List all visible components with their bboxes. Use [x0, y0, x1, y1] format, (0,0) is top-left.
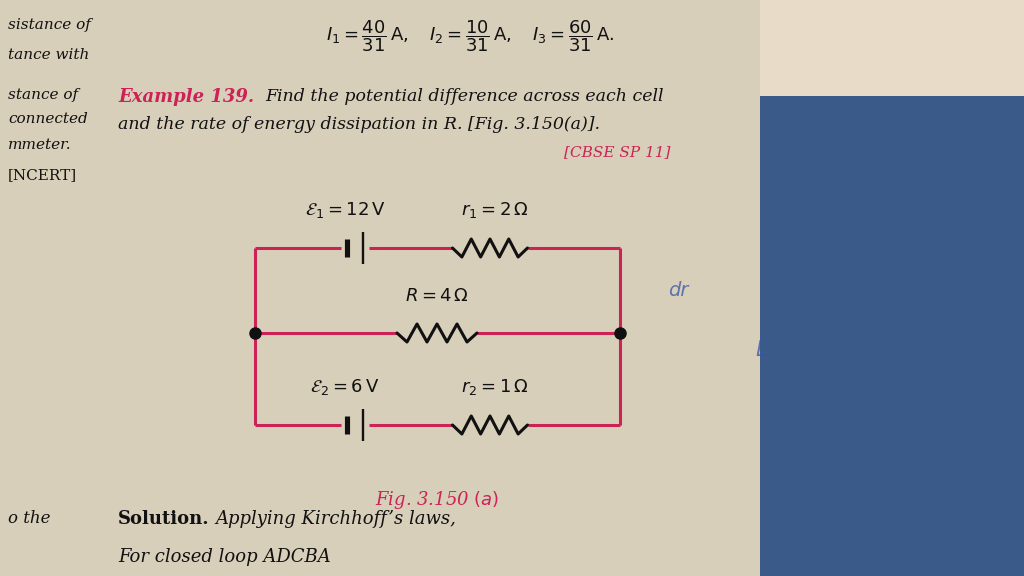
Bar — [760, 0, 1024, 576]
Text: [CBSE SP 11]: [CBSE SP 11] — [563, 145, 670, 159]
Text: o the: o the — [8, 510, 50, 527]
Bar — [0, 0, 760, 576]
Text: $\mathcal{E}_1=12\,\mathrm{V}$: $\mathcal{E}_1=12\,\mathrm{V}$ — [304, 200, 385, 220]
Text: and the rate of energy dissipation in R. [Fig. 3.150(a)].: and the rate of energy dissipation in R.… — [118, 116, 600, 133]
Text: mmeter.: mmeter. — [8, 138, 72, 152]
Text: $r_1=2\,\Omega$: $r_1=2\,\Omega$ — [461, 200, 528, 220]
Text: $I_1=\dfrac{40}{31}\,\mathrm{A},\quad I_2=\dfrac{10}{31}\,\mathrm{A},\quad I_3=\: $I_1=\dfrac{40}{31}\,\mathrm{A},\quad I_… — [326, 18, 614, 54]
Text: connected: connected — [8, 112, 88, 126]
Text: Find the potential difference across each cell: Find the potential difference across eac… — [265, 88, 664, 105]
Text: $R=4\,\Omega$: $R=4\,\Omega$ — [406, 287, 469, 305]
Text: Fig. 3.150 $(a)$: Fig. 3.150 $(a)$ — [375, 489, 499, 511]
Text: L: L — [755, 340, 767, 360]
Text: Solution.: Solution. — [118, 510, 210, 528]
Text: Example 139.: Example 139. — [118, 88, 254, 106]
Text: dr: dr — [668, 281, 688, 300]
Text: tance with: tance with — [8, 48, 89, 62]
Bar — [760, 0, 1024, 96]
Text: sistance of: sistance of — [8, 18, 91, 32]
Text: $\mathcal{E}_2=6\,\mathrm{V}$: $\mathcal{E}_2=6\,\mathrm{V}$ — [310, 377, 380, 397]
Text: Applying Kirchhoff’s laws,: Applying Kirchhoff’s laws, — [215, 510, 456, 528]
Text: [NCERT]: [NCERT] — [8, 168, 77, 182]
Text: stance of: stance of — [8, 88, 78, 102]
Text: For closed loop ADCBA: For closed loop ADCBA — [118, 548, 331, 566]
Text: $r_2=1\,\Omega$: $r_2=1\,\Omega$ — [461, 377, 528, 397]
